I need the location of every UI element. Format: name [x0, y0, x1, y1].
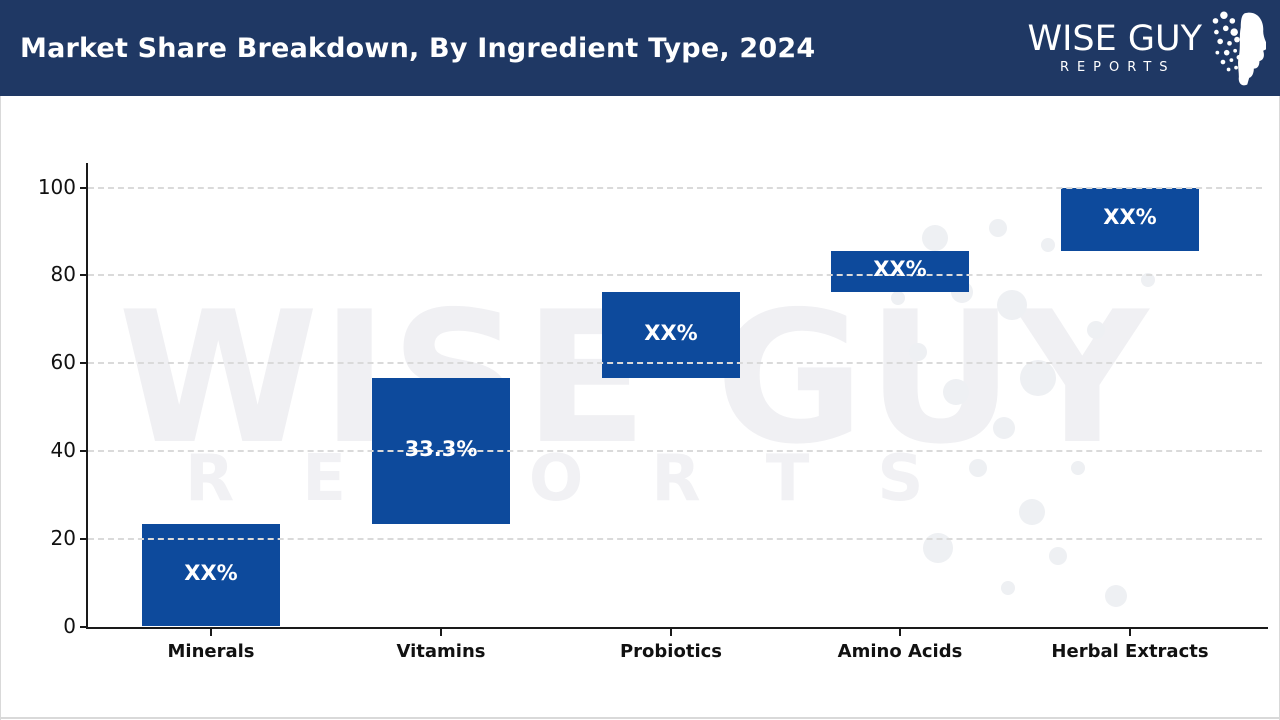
logo-name: WISE GUY [1027, 18, 1202, 59]
bar-amino-acids [831, 250, 969, 292]
gridline-60 [88, 362, 1262, 365]
bar-value-label-vitamins: 33.3% [404, 437, 478, 462]
watermark-dot-6 [943, 379, 969, 405]
gridline-40 [88, 449, 1262, 452]
x-axis-label-minerals: Minerals [167, 640, 255, 662]
bar-minerals [142, 524, 280, 627]
y-tick-label-20: 20 [50, 525, 76, 550]
left-border [0, 96, 1, 720]
watermark-dot-7 [993, 417, 1015, 439]
y-tick-80 [80, 274, 87, 277]
y-tick-label-0: 0 [63, 613, 76, 638]
watermark-dot-11 [1019, 499, 1045, 525]
watermark-dot-18 [1141, 273, 1155, 287]
y-tick-label-60: 60 [50, 350, 76, 375]
watermark-dot-15 [1071, 461, 1085, 475]
bar-herbal-extracts [1061, 187, 1199, 251]
y-tick-20 [80, 537, 87, 540]
x-axis-label-amino-acids: Amino Acids [837, 640, 963, 662]
y-tick-60 [80, 362, 87, 365]
watermark-dot-14 [1105, 585, 1127, 607]
y-tick-0 [80, 625, 87, 628]
watermark-dot-0 [922, 225, 948, 251]
header-bar: Market Share Breakdown, By Ingredient Ty… [0, 0, 1280, 96]
bar-value-label-herbal-extracts: XX% [1103, 205, 1157, 230]
x-axis-spine [86, 626, 1268, 629]
watermark-dot-5 [909, 343, 927, 361]
y-tick-40 [80, 449, 87, 452]
logo-text: WISE GUY REPORTS [1027, 18, 1202, 75]
watermark-dot-16 [1001, 581, 1015, 595]
y-tick-label-40: 40 [50, 437, 76, 462]
watermark-dot-2 [1041, 238, 1055, 252]
bar-value-label-probiotics: XX% [644, 321, 698, 345]
x-tick-amino-acids [899, 627, 901, 636]
gridline-80 [88, 274, 1262, 277]
y-axis-spine [86, 163, 88, 629]
x-axis-label-herbal-extracts: Herbal Extracts [1051, 640, 1209, 662]
x-axis-label-vitamins: Vitamins [396, 640, 486, 662]
face-profile-icon [1212, 11, 1266, 86]
watermark-dot-9 [891, 291, 905, 305]
watermark-dot-4 [997, 290, 1027, 320]
watermark-dot-8 [1020, 360, 1056, 396]
x-tick-minerals [210, 627, 212, 636]
y-tick-label-100: 100 [37, 174, 76, 199]
gridline-100 [88, 186, 1262, 189]
bar-value-label-amino-acids: XX% [873, 257, 927, 282]
watermark-dot-10 [969, 459, 987, 477]
wise-guy-logo: WISE GUY REPORTS [1027, 8, 1266, 88]
bar-value-label-minerals: XX% [184, 561, 238, 586]
page-title: Market Share Breakdown, By Ingredient Ty… [20, 32, 816, 64]
watermark-dot-12 [1049, 547, 1067, 565]
y-tick-100 [80, 186, 87, 189]
x-tick-probiotics [670, 627, 672, 636]
watermark-dot-19 [1087, 321, 1105, 339]
x-tick-herbal-extracts [1129, 627, 1131, 636]
logo-subtitle: REPORTS [1059, 59, 1176, 75]
bottom-border [0, 717, 1280, 719]
x-tick-vitamins [440, 627, 442, 636]
watermark-dot-1 [989, 219, 1007, 237]
watermark-subtext: REPORTS [185, 442, 992, 516]
y-tick-label-80: 80 [50, 262, 76, 287]
gridline-20 [88, 537, 1262, 540]
x-axis-label-probiotics: Probiotics [619, 640, 722, 662]
